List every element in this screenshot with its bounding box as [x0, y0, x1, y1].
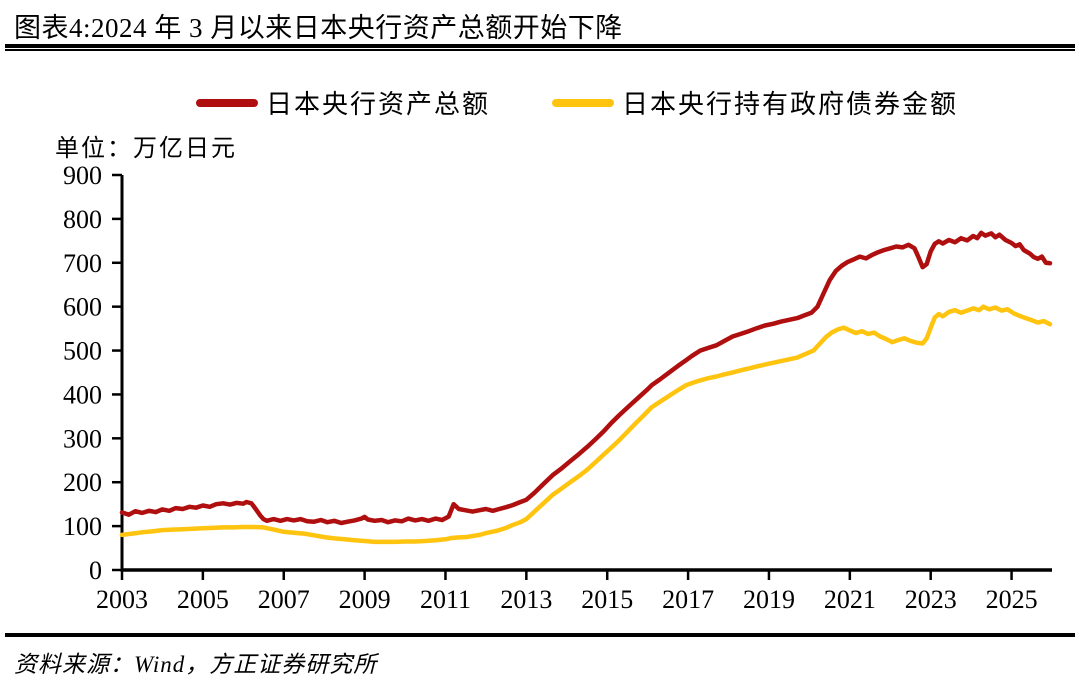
x-tick-label: 2013: [500, 585, 552, 614]
y-tick-label: 200: [63, 468, 102, 497]
series-line-1: [119, 304, 1053, 545]
y-tick-label: 100: [63, 512, 102, 541]
divider-thin-line: [5, 49, 1075, 51]
y-tick-label: 600: [63, 293, 102, 322]
legend-swatch-red: [196, 98, 258, 107]
x-tick-label: 2023: [905, 585, 957, 614]
source-note: 资料来源：Wind，方正证券研究所: [14, 652, 378, 677]
series-line-0: [119, 230, 1053, 526]
title-divider: [5, 44, 1075, 51]
y-tick-label: 0: [89, 556, 102, 585]
legend-item-jgb-holdings: 日本央行持有政府债券金额: [552, 84, 958, 121]
axes: [112, 173, 1052, 580]
y-tick-label: 400: [63, 380, 102, 409]
x-tick-label: 2007: [258, 585, 310, 614]
y-tick-label: 900: [63, 161, 102, 190]
x-tick-label: 2019: [743, 585, 795, 614]
legend-item-total-assets: 日本央行资产总额: [196, 84, 490, 121]
footer-divider: [5, 633, 1075, 637]
x-tick-label: 2025: [986, 585, 1038, 614]
chart-legend: 日本央行资产总额 日本央行持有政府债券金额: [196, 84, 958, 121]
x-tick-label: 2021: [824, 585, 876, 614]
x-tick-label: 2015: [581, 585, 633, 614]
x-tick-label: 2003: [96, 585, 148, 614]
legend-label-jgb-holdings: 日本央行持有政府债券金额: [622, 90, 959, 119]
x-tick-label: 2005: [177, 585, 229, 614]
tick-labels: 0 100 200 300 400 500 600 700 800 900 2003 2005 2007…: [63, 161, 1038, 614]
y-tick-label: 500: [63, 337, 102, 366]
legend-label-total-assets: 日本央行资产总额: [266, 90, 491, 119]
series-lines: [119, 230, 1053, 545]
legend-swatch-yellow: [552, 98, 615, 107]
y-tick-label: 300: [63, 424, 102, 453]
x-tick-label: 2009: [339, 585, 391, 614]
x-tick-label: 2011: [420, 585, 471, 614]
x-tick-label: 2017: [662, 585, 714, 614]
unit-label: 单位：万亿日元: [55, 136, 237, 162]
divider-thick-line: [5, 44, 1075, 48]
y-tick-label: 700: [63, 249, 102, 278]
figure-title: 图表4:2024 年 3 月以来日本央行资产总额开始下降: [14, 13, 623, 43]
y-tick-label: 800: [63, 205, 102, 234]
